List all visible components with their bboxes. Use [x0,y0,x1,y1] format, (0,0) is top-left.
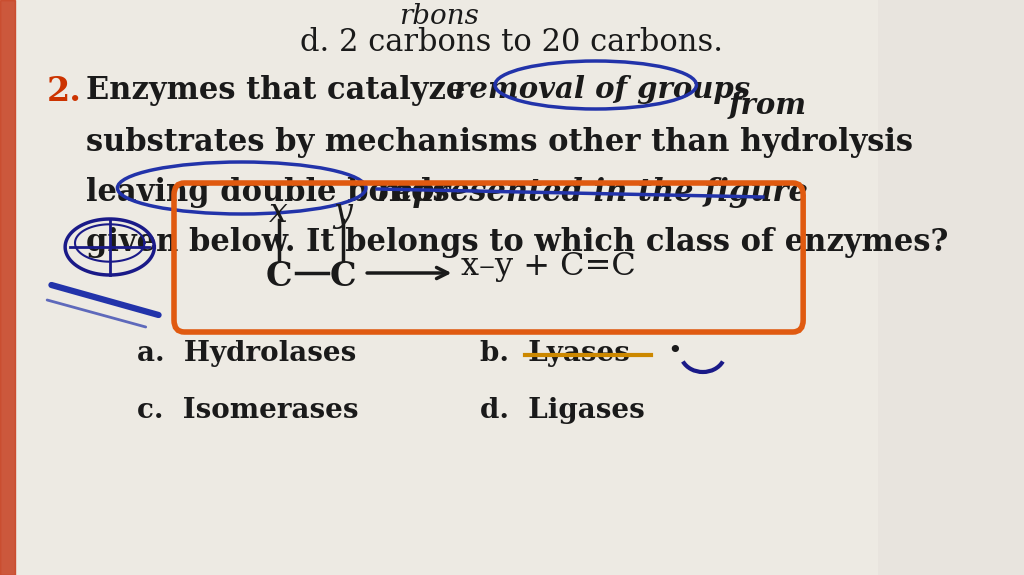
Text: b.  Lyases: b. Lyases [480,340,630,367]
Text: leaving double bonds: leaving double bonds [86,177,450,208]
Text: a.  Hydrolases: a. Hydrolases [137,340,356,367]
Text: removal of groups: removal of groups [455,75,751,104]
Text: represented in the figure: represented in the figure [377,177,808,208]
Text: d.  Ligases: d. Ligases [480,397,645,424]
Text: •: • [667,340,682,363]
Polygon shape [15,0,878,575]
Text: C: C [265,260,292,293]
Text: c.  Isomerases: c. Isomerases [137,397,358,424]
Polygon shape [0,0,15,575]
Text: C: C [330,260,356,293]
Text: given below. It belongs to which class of enzymes?: given below. It belongs to which class o… [86,227,948,258]
Text: x: x [269,197,288,229]
Text: Enzymes that catalyze: Enzymes that catalyze [86,75,465,106]
Text: x–y + C=C: x–y + C=C [461,251,636,282]
Text: y: y [334,197,352,229]
Text: substrates by mechanisms other than hydrolysis: substrates by mechanisms other than hydr… [86,127,912,158]
Text: from: from [729,91,807,120]
Text: d. 2 carbons to 20 carbons.: d. 2 carbons to 20 carbons. [300,27,723,58]
Text: 2.: 2. [47,75,82,108]
Text: rbons: rbons [399,3,479,30]
